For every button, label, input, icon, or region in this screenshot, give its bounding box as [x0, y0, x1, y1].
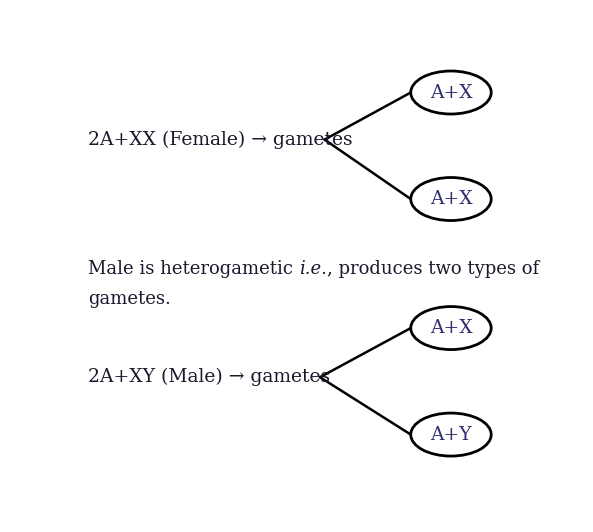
Text: 2A+XY (Male) → gametes: 2A+XY (Male) → gametes — [88, 368, 330, 386]
Text: A+X: A+X — [430, 319, 472, 337]
Text: 2A+XX (Female) → gametes: 2A+XX (Female) → gametes — [88, 130, 352, 149]
Text: , produces two types of: , produces two types of — [327, 260, 538, 278]
Text: A+X: A+X — [430, 84, 472, 102]
Text: A+Y: A+Y — [430, 426, 472, 444]
Text: gametes.: gametes. — [88, 290, 171, 309]
Text: Male is heterogametic: Male is heterogametic — [88, 260, 299, 278]
Text: i.e.: i.e. — [299, 260, 327, 278]
Text: A+X: A+X — [430, 190, 472, 208]
